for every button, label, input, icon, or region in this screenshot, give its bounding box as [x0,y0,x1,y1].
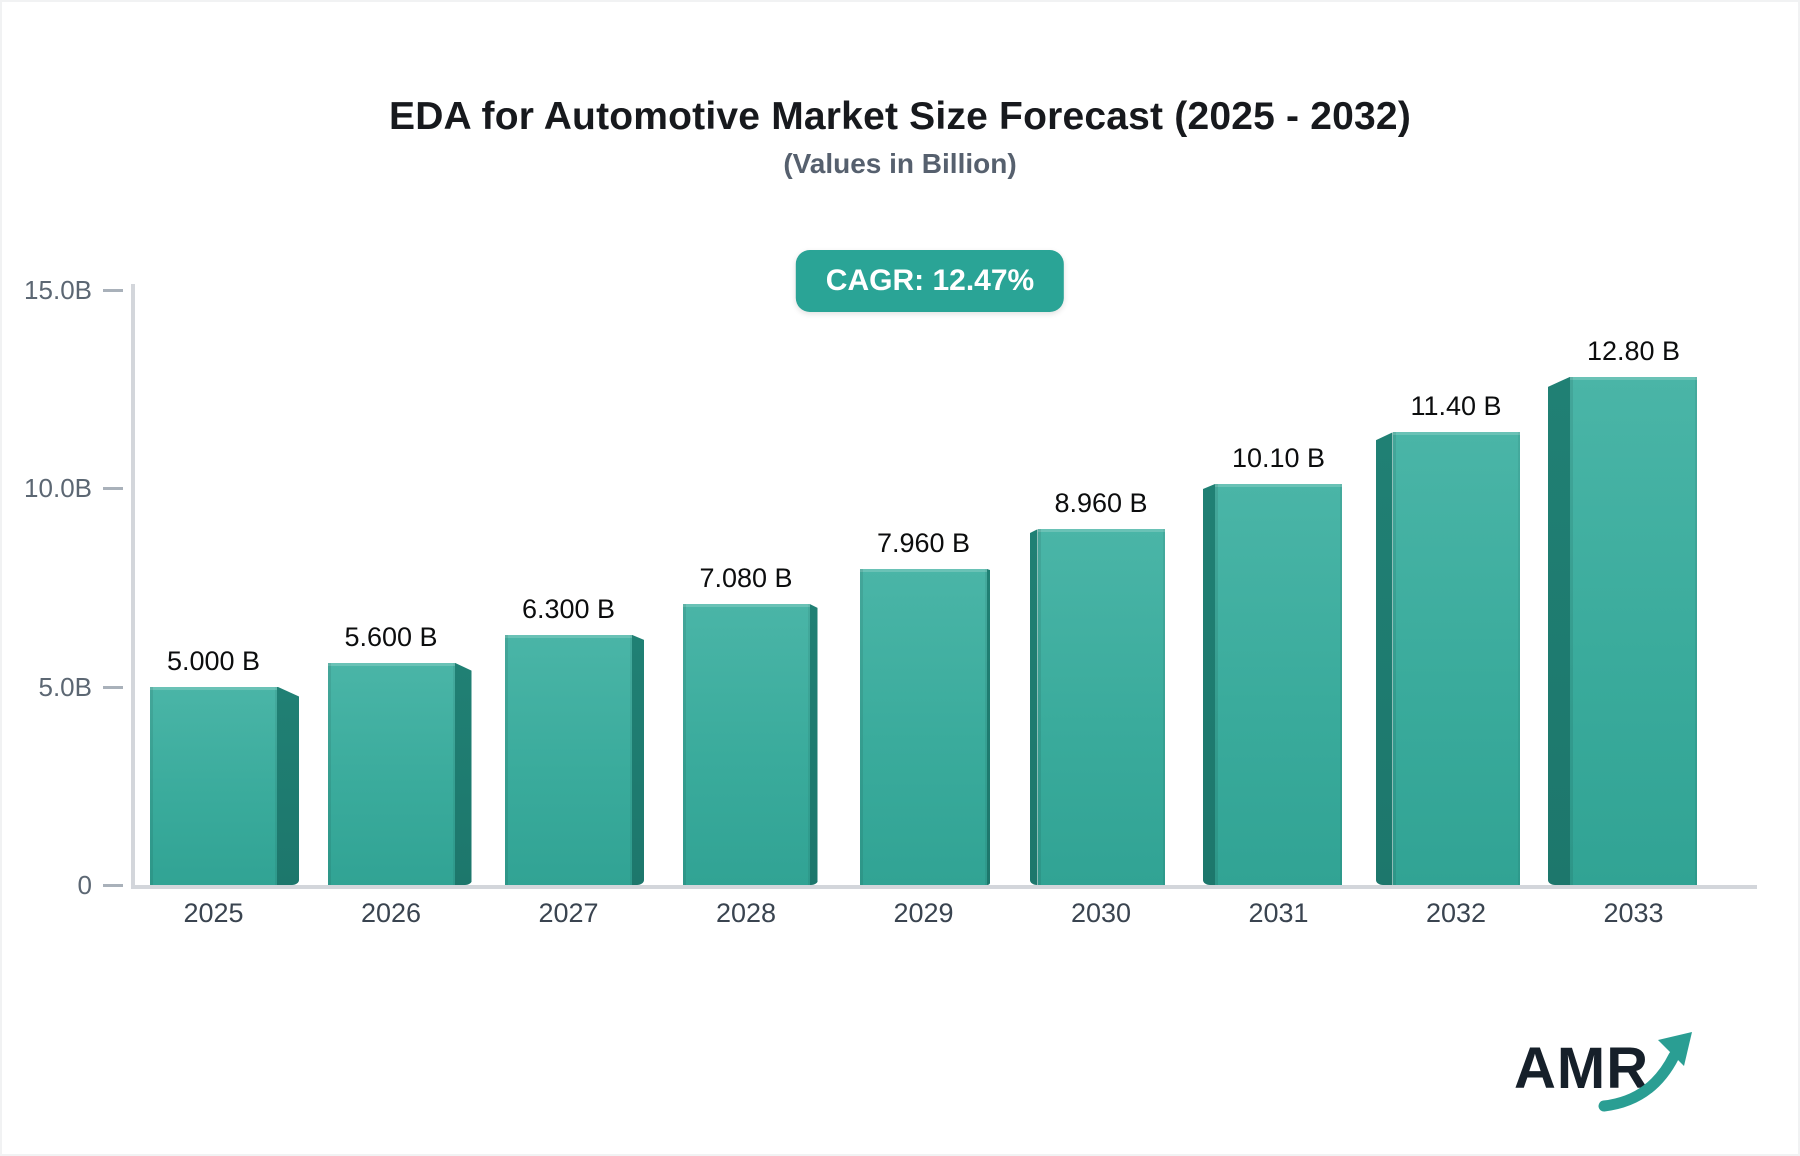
bar-2028 [682,603,810,885]
amr-logo-text: AMR [1514,1036,1649,1101]
x-axis-label-2029: 2029 [893,898,954,928]
chart-subtitle: (Values in Billion) [783,148,1017,179]
bar-2032 [1392,432,1520,885]
bar-2032-side [1375,432,1393,885]
bar-2027 [505,634,632,885]
cagr-badge: CAGR: 12.47% [795,250,1065,312]
bar-2029-side [987,568,990,885]
bar-value-label: 11.40 B [1410,391,1502,422]
y-axis-tick-label: 5.0B [38,671,93,702]
bar-value-label: 5.600 B [344,621,438,652]
x-axis-label-2026: 2026 [360,898,422,928]
bar-2028-side [809,603,818,885]
y-axis-tick-label: 15.0B [24,274,92,305]
x-axis-label-2032: 2032 [1425,898,1487,928]
y-axis-tick-mark [103,685,123,689]
y-axis-tick-mark [103,288,123,292]
y-axis-tick-mark [103,884,123,887]
x-axis-line [131,885,1757,889]
bar-value-label: 10.10 B [1231,443,1326,474]
bar-2031-side [1203,484,1215,885]
bar-value-label: 12.80 B [1586,335,1681,366]
bar-2031 [1215,484,1342,885]
bar-2033-side [1548,376,1570,885]
bar-2026-side [454,662,472,885]
bar-value-label: 6.300 B [521,593,616,624]
x-axis-label-2027: 2027 [538,898,599,928]
x-axis-label-2030: 2030 [1070,898,1132,928]
bar-2026 [327,662,455,885]
y-axis-tick-label: 10.0B [24,473,92,503]
bar-2033 [1570,376,1697,885]
y-axis-tick-label: 0 [77,870,92,900]
chart-title: EDA for Automotive Market Size Forecast … [388,95,1412,138]
y-axis-line [131,284,135,889]
amr-logo: AMR [1514,1032,1692,1112]
bar-2030 [1037,529,1165,885]
bar-2030-side [1029,529,1038,885]
logo-arrow-icon [1598,1032,1692,1112]
x-axis-label-2028: 2028 [715,898,777,928]
bar-value-label: 5.000 B [166,645,261,676]
bar-2029 [860,568,987,885]
bar-2027-side [632,634,644,885]
bar-value-label: 7.960 B [876,527,971,558]
bar-value-label: 8.960 B [1054,488,1148,519]
x-axis-label-2025: 2025 [183,898,244,928]
bar-2025-side [277,686,299,885]
x-axis-label-2033: 2033 [1603,898,1664,928]
bar-value-label: 7.080 B [699,562,793,593]
bar-2025 [150,686,277,885]
x-axis-label-2031: 2031 [1248,898,1309,928]
y-axis-tick-mark [103,487,123,490]
